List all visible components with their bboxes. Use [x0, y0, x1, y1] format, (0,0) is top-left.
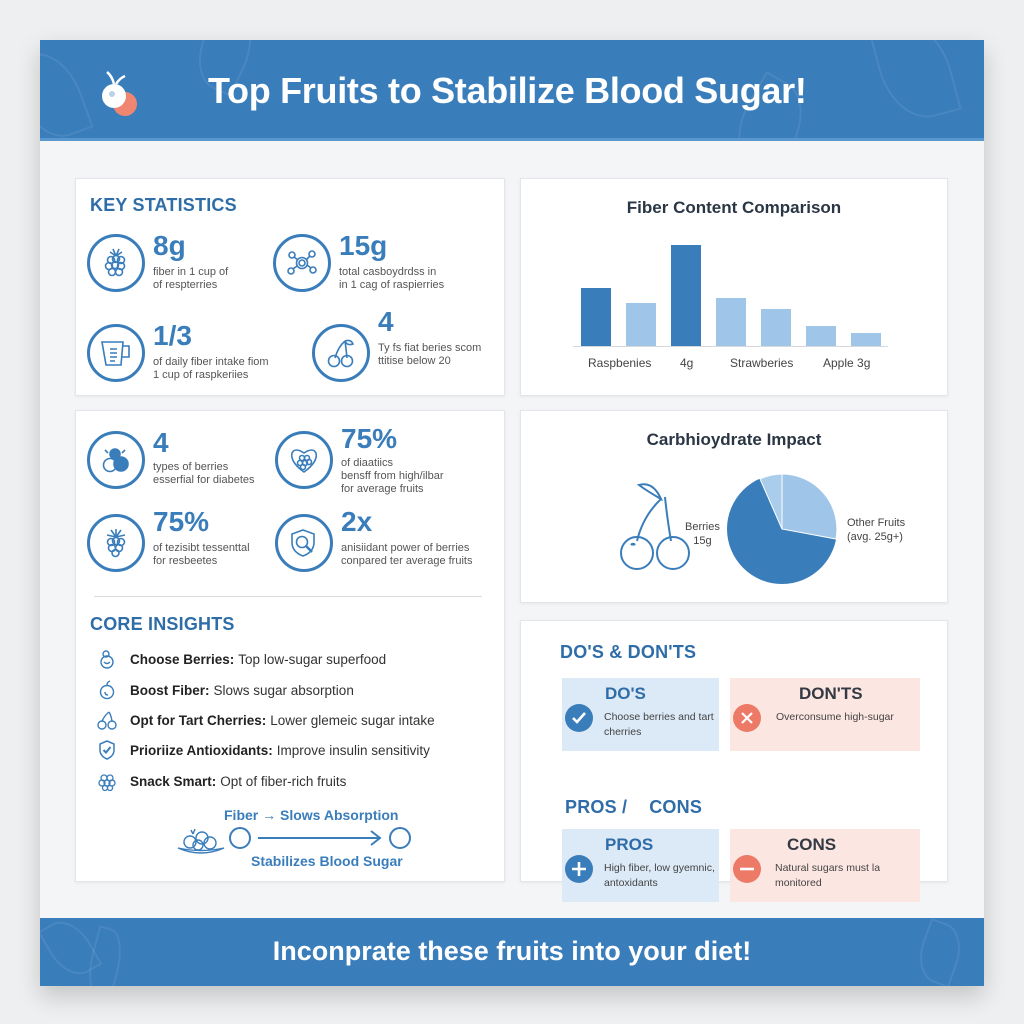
cherry-icon [312, 324, 370, 382]
dos-text: Choose berries and tart cherries [604, 711, 714, 738]
footer-title: Inconprate these fruits into your diet! [272, 936, 752, 966]
stat-value: 75% [341, 423, 398, 454]
footer-banner: Inconprate these fruits into your diet! [40, 918, 984, 986]
stat-value: 75% [153, 506, 210, 537]
stat-description: total casboydrdss in in 1 cag of raspierr… [339, 266, 445, 291]
cons-heading: CONS [787, 835, 837, 854]
donts-heading: DON'TS [799, 684, 863, 703]
insight-item: Prioriize Antioxidants: Improve insulin s… [96, 740, 430, 760]
insight-item: Snack Smart: Opt of fiber-rich fruits [96, 771, 346, 791]
shield-check-icon [96, 740, 118, 760]
bar [761, 309, 791, 346]
minus-icon [733, 855, 761, 883]
bar [626, 303, 656, 346]
berries-label: Berries 15g [685, 521, 720, 547]
pie-chart [727, 473, 838, 584]
donts-text: Overconsume high-sugar [776, 711, 894, 723]
stat-description: types of berries esserfial for diabetes [153, 461, 255, 486]
fruit-bowl-icon [177, 828, 225, 854]
check-icon [565, 704, 593, 732]
key-statistics-card: KEY STATISTICS 8g fiber in 1 cup of of re… [75, 178, 505, 396]
stat-description: of daily fiber intake fiom 1 cup of raspk… [153, 356, 269, 381]
bar [671, 245, 701, 346]
section-title: CORE INSIGHTS [90, 614, 235, 634]
flow-top-label: Fiber → Slows Absorption [224, 807, 399, 823]
insight-item: Boost Fiber: Slows sugar absorption [96, 680, 354, 700]
x-tick-label: Raspbenies [588, 356, 652, 370]
stat-value: 4 [378, 306, 394, 337]
bar-chart [573, 242, 888, 347]
flow-arrow [229, 827, 411, 849]
chart-title: Carbhioydrate Impact [646, 430, 822, 449]
pros-cons-title: PROS / CONS [565, 797, 703, 817]
stat-description: Ty fs fiat beries scom ttitise below 20 [378, 342, 482, 367]
cherry-icon [96, 710, 118, 730]
raspberry-icon [87, 514, 145, 572]
heart-berry-icon [275, 431, 333, 489]
plus-icon [565, 855, 593, 883]
pros-box: PROS High fiber, low gyemnic, antoxidants [562, 829, 719, 902]
header-banner: Top Fruits to Stabilize Blood Sugar! [40, 40, 984, 141]
insight-item: Opt for Tart Cherries: Lower glemeic suga… [96, 710, 435, 730]
other-fruits-label: Other Fruits (avg. 25g+) [847, 517, 906, 543]
carb-chart-card: Carbhioydrate Impact Berries 15g Other Fr… [520, 410, 948, 603]
stat-description: of diaatiics bensff from high/ilbar for av… [341, 457, 444, 495]
infographic: Top Fruits to Stabilize Blood Sugar! KEY… [40, 40, 984, 986]
x-tick-label: 4g [680, 356, 694, 370]
insights-card: 4 types of berries esserfial for diabetes… [75, 410, 505, 882]
cons-text: Natural sugars must la monitored [775, 862, 881, 889]
x-tick-label: Strawberies [730, 356, 794, 370]
stat-description: fiber in 1 cup of of respterries [153, 266, 229, 291]
pros-text: High fiber, low gyemnic, antoxidants [604, 862, 715, 889]
flow-bottom-label: Stabilizes Blood Sugar [251, 853, 403, 869]
berry-icon [96, 649, 118, 669]
stat-value: 8g [153, 230, 186, 261]
fiber-chart-card: Fiber Content Comparison Raspbenies 4g S… [520, 178, 948, 396]
bar [716, 298, 746, 346]
divider [94, 596, 482, 597]
bar [806, 326, 836, 346]
fruit-logo-icon [102, 71, 137, 116]
x-tick-label: Apple 3g [823, 356, 871, 370]
stat-value: 2x [341, 506, 373, 537]
pros-heading: PROS [605, 835, 654, 854]
section-title: DO'S & DON'TS [560, 642, 697, 662]
stat-value: 15g [339, 230, 388, 261]
measuring-cup-icon [87, 324, 145, 382]
raspberry-icon [96, 771, 118, 791]
insight-item: Choose Berries: Top low-sugar superfood [96, 649, 386, 669]
bar [581, 288, 611, 346]
bar [851, 333, 881, 346]
blueberries-icon [87, 431, 145, 489]
shield-magnifier-icon [275, 514, 333, 572]
stat-value: 1/3 [153, 320, 192, 351]
donts-box: DON'TS Overconsume high-sugar [730, 678, 920, 751]
stat-description: anisiidant power of berries conpared ter … [341, 542, 473, 567]
molecule-icon [273, 234, 331, 292]
page-title: Top Fruits to Stabilize Blood Sugar! [208, 70, 807, 111]
apple-icon [96, 680, 118, 700]
chart-title: Fiber Content Comparison [626, 198, 842, 217]
raspberry-icon [87, 234, 145, 292]
x-icon [733, 704, 761, 732]
section-title: KEY STATISTICS [90, 195, 237, 215]
dos-donts-card: DO'S & DON'TS DO'S Choose berries and ta… [520, 620, 948, 902]
dos-box: DO'S Choose berries and tart cherries [562, 678, 719, 751]
stat-description: of tezisibt tessenttal for resbeetes [153, 542, 250, 567]
stat-value: 4 [153, 427, 169, 458]
cherry-icon [620, 483, 690, 570]
dos-heading: DO'S [605, 684, 646, 703]
cons-box: CONS Natural sugars must la monitored [730, 829, 920, 902]
